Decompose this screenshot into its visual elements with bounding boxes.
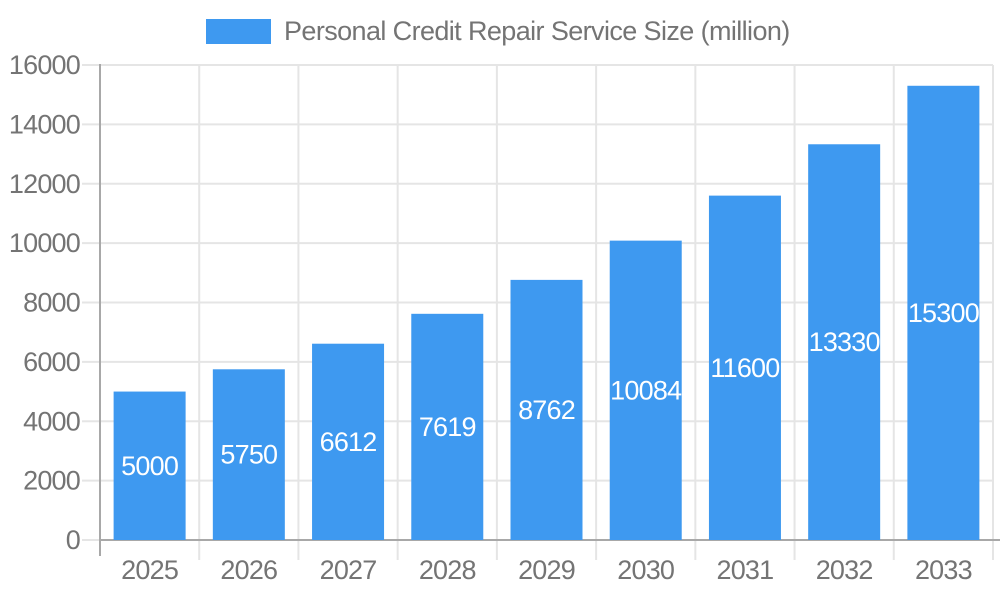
y-tick-label: 6000: [23, 347, 80, 377]
x-tick-label: 2033: [915, 555, 972, 585]
bar-2031: [708, 195, 781, 540]
x-tick-label: 2031: [717, 555, 774, 585]
bar-value-label: 15300: [908, 298, 979, 328]
y-tick-label: 12000: [9, 169, 80, 199]
y-tick-label: 8000: [23, 288, 80, 318]
bar-value-label: 6612: [320, 427, 377, 457]
bar-2029: [510, 279, 583, 540]
bar-value-label: 7619: [419, 412, 476, 442]
legend-swatch: [206, 19, 271, 44]
bar-2028: [411, 313, 484, 540]
y-tick-label: 10000: [9, 228, 80, 258]
x-tick-label: 2027: [320, 555, 377, 585]
bar-2032: [808, 144, 881, 540]
bar-value-label: 5750: [220, 440, 277, 470]
x-tick-label: 2025: [121, 555, 178, 585]
y-tick-label: 0: [66, 525, 80, 555]
bar-value-label: 8762: [518, 395, 575, 425]
y-tick-label: 16000: [9, 50, 80, 80]
legend-label: Personal Credit Repair Service Size (mil…: [284, 16, 790, 46]
bar-2025: [113, 391, 186, 540]
bar-2030: [609, 240, 682, 540]
bar-2026: [212, 369, 285, 540]
y-tick-label: 14000: [9, 109, 80, 139]
bar-value-label: 13330: [809, 327, 880, 357]
x-tick-label: 2030: [617, 555, 674, 585]
bar-value-label: 11600: [710, 353, 779, 383]
bar-2027: [312, 343, 385, 540]
x-tick-label: 2032: [816, 555, 873, 585]
bar-2033: [907, 85, 980, 540]
legend-item[interactable]: Personal Credit Repair Service Size (mil…: [206, 16, 790, 47]
y-tick-label: 2000: [23, 466, 80, 496]
x-tick-label: 2029: [518, 555, 575, 585]
y-tick-label: 4000: [23, 406, 80, 436]
x-tick-label: 2026: [220, 555, 277, 585]
bar-value-label: 10084: [610, 375, 682, 405]
bar-value-label: 5000: [121, 451, 178, 481]
x-tick-label: 2028: [419, 555, 476, 585]
